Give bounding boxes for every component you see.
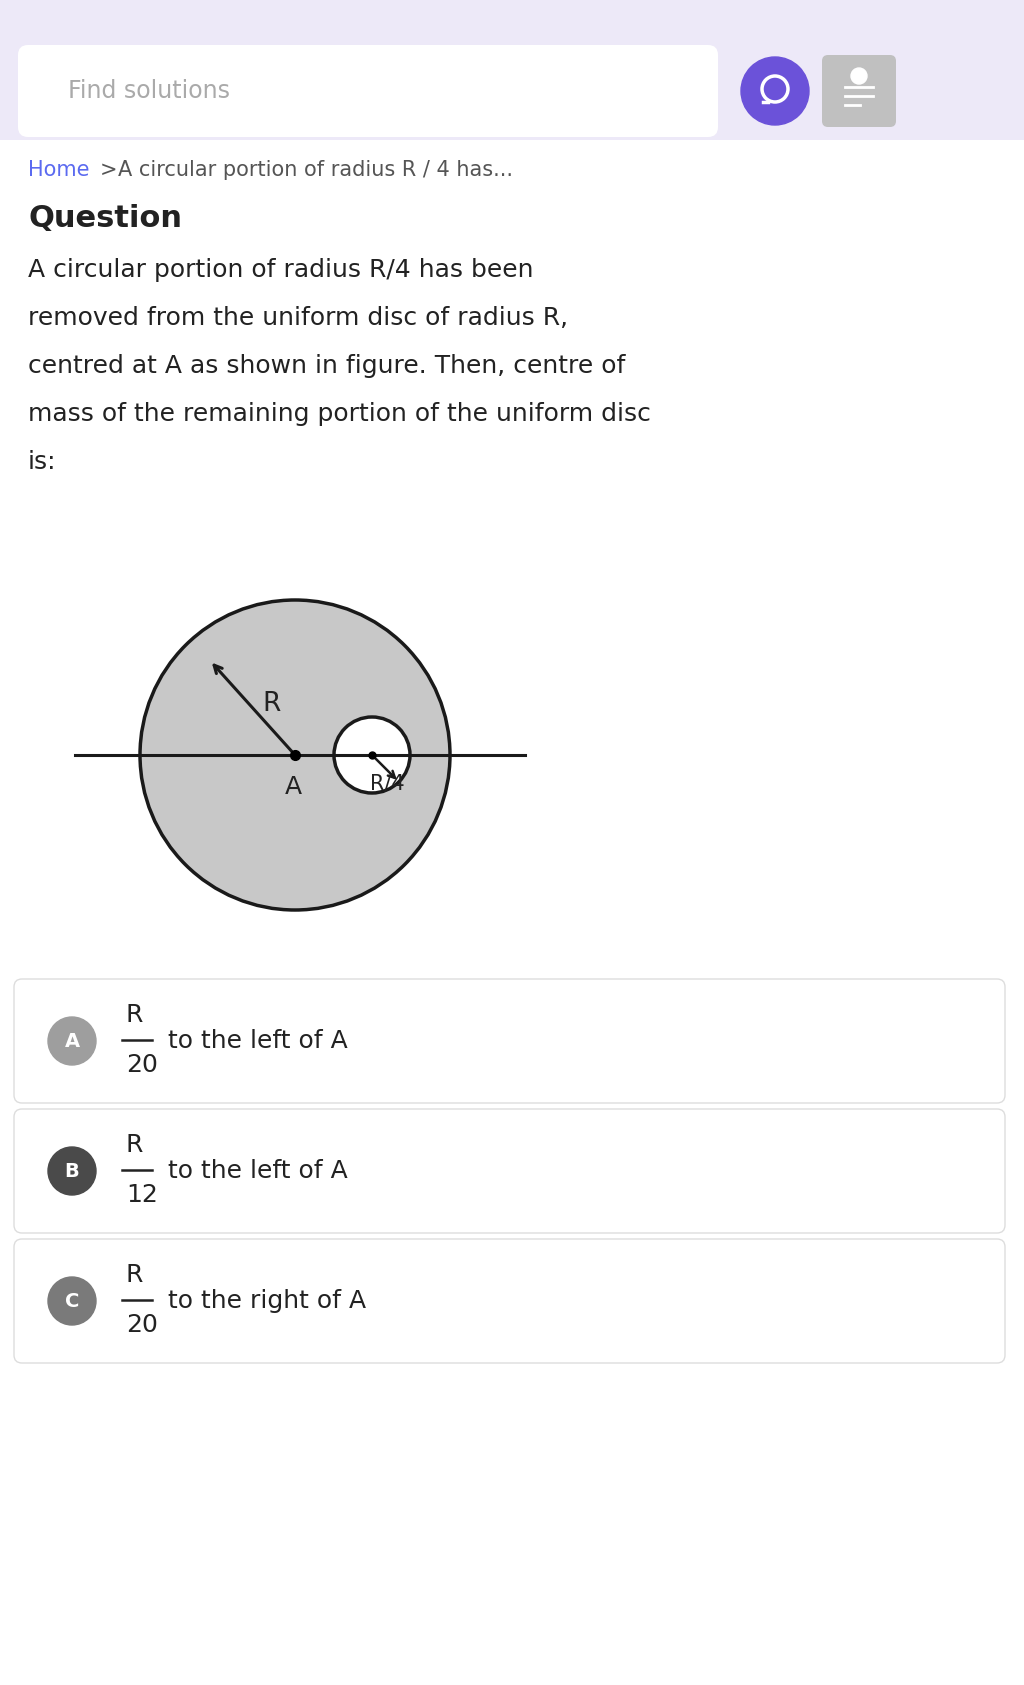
Text: A circular portion of radius R/4 has been: A circular portion of radius R/4 has bee… xyxy=(28,258,534,281)
Text: A: A xyxy=(285,775,301,799)
Text: 20: 20 xyxy=(126,1053,158,1077)
Text: to the left of A: to the left of A xyxy=(168,1030,348,1053)
Text: R/4: R/4 xyxy=(370,773,404,794)
Text: Question: Question xyxy=(28,204,182,233)
Text: C: C xyxy=(65,1291,79,1311)
Circle shape xyxy=(48,1277,96,1324)
FancyBboxPatch shape xyxy=(0,0,1024,40)
Text: Find solutions: Find solutions xyxy=(68,79,230,103)
Text: removed from the uniform disc of radius R,: removed from the uniform disc of radius … xyxy=(28,307,568,330)
Text: to the left of A: to the left of A xyxy=(168,1159,348,1183)
Text: centred at A as shown in figure. Then, centre of: centred at A as shown in figure. Then, c… xyxy=(28,354,626,377)
FancyBboxPatch shape xyxy=(0,40,1024,140)
FancyBboxPatch shape xyxy=(14,1109,1005,1233)
Text: A circular portion of radius R / 4 has...: A circular portion of radius R / 4 has..… xyxy=(118,160,513,180)
Circle shape xyxy=(334,718,410,794)
Text: 12: 12 xyxy=(126,1183,158,1206)
FancyBboxPatch shape xyxy=(822,56,896,126)
Circle shape xyxy=(48,1018,96,1065)
Text: R: R xyxy=(126,1003,143,1026)
Text: to the right of A: to the right of A xyxy=(168,1289,367,1313)
Text: R: R xyxy=(126,1132,143,1158)
Circle shape xyxy=(741,57,809,125)
Text: R: R xyxy=(126,1264,143,1287)
Text: >: > xyxy=(100,160,118,180)
FancyBboxPatch shape xyxy=(14,979,1005,1104)
Circle shape xyxy=(140,600,450,910)
Circle shape xyxy=(851,67,867,84)
Text: B: B xyxy=(65,1161,80,1181)
Text: A: A xyxy=(65,1031,80,1050)
Text: is:: is: xyxy=(28,450,56,473)
Circle shape xyxy=(48,1147,96,1195)
Text: R: R xyxy=(263,691,282,716)
FancyBboxPatch shape xyxy=(18,45,718,136)
Text: Home: Home xyxy=(28,160,89,180)
Text: mass of the remaining portion of the uniform disc: mass of the remaining portion of the uni… xyxy=(28,403,651,426)
FancyBboxPatch shape xyxy=(14,1238,1005,1363)
Text: 20: 20 xyxy=(126,1313,158,1336)
